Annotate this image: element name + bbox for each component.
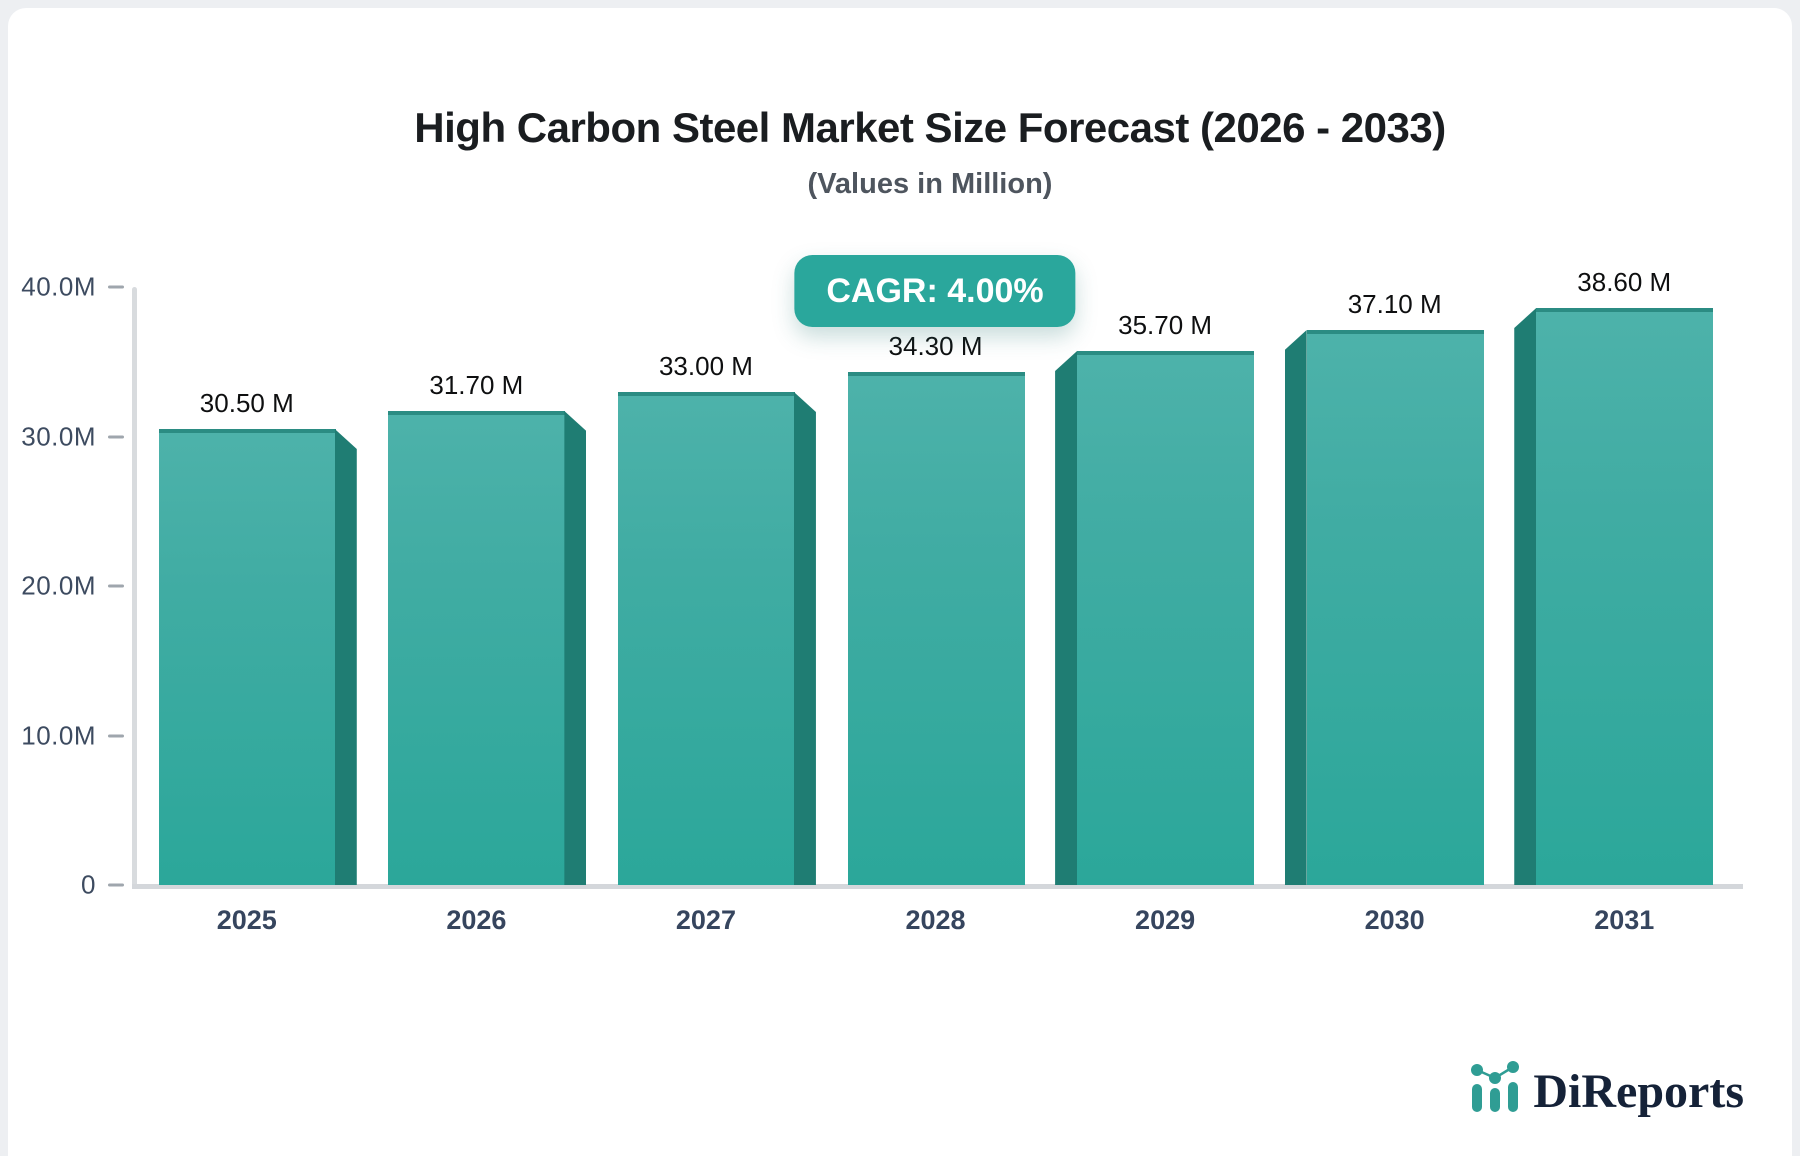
y-axis-line	[132, 287, 137, 887]
cagr-badge: CAGR: 4.00%	[794, 255, 1076, 327]
bar-column: 34.30 M 2028	[821, 287, 1051, 935]
bar-column: 30.50 M 2025	[132, 287, 362, 935]
bar-value-label: 35.70 M	[1118, 310, 1213, 340]
logo-text: DiReports	[1533, 1065, 1744, 1118]
x-axis-label: 2030	[1364, 905, 1425, 935]
bar-3d-side	[1284, 330, 1307, 885]
y-tick-mark	[108, 734, 124, 737]
y-tick-label: 20.0M	[21, 570, 96, 601]
bar	[388, 411, 566, 885]
y-tick-mark	[108, 435, 124, 438]
bar-value-label: 38.60 M	[1577, 267, 1672, 297]
bar-value-label: 30.50 M	[199, 388, 294, 418]
y-tick-mark	[108, 584, 124, 588]
chart-card: High Carbon Steel Market Size Forecast (…	[8, 8, 1792, 1156]
bar	[617, 392, 795, 885]
bar-3d-side	[1514, 308, 1537, 885]
bar-3d-side	[334, 429, 357, 885]
bar-3d-side	[564, 411, 587, 885]
bar-column: 38.60 M 2031	[1509, 267, 1739, 935]
y-tick-label: 40.0M	[21, 271, 96, 302]
bar	[847, 372, 1025, 885]
x-axis-label: 2031	[1594, 905, 1655, 935]
bar-3d-side	[793, 392, 816, 885]
bars-container: 30.50 M 2025 31.70 M 2026 33.00 M 2027 34.30 M…	[132, 267, 1739, 935]
x-axis-label: 2029	[1135, 905, 1196, 935]
bar-column: 33.00 M 2027	[591, 287, 821, 935]
x-axis-label: 2026	[446, 905, 507, 935]
plot-area: 30.50 M 2025 31.70 M 2026 33.00 M 2027 34.30 M…	[8, 267, 1792, 935]
bar-value-label: 34.30 M	[888, 331, 983, 361]
bar-3d-side	[1055, 351, 1078, 885]
y-tick-label: 0	[81, 869, 96, 900]
y-tick-mark	[108, 285, 124, 289]
bar-line-chart-icon	[1471, 1061, 1520, 1112]
x-axis-label: 2027	[675, 905, 736, 935]
logo: DiReports	[1469, 1058, 1744, 1116]
x-axis-line	[132, 884, 1743, 889]
x-axis-label: 2028	[905, 905, 966, 935]
bar-value-label: 33.00 M	[658, 351, 753, 381]
bar-column: 35.70 M 2029	[1050, 287, 1280, 935]
bar	[1077, 351, 1255, 885]
y-tick-label: 10.0M	[21, 720, 96, 750]
bar-column: 37.10 M 2030	[1280, 287, 1510, 935]
chart-title: High Carbon Steel Market Size Forecast (…	[414, 104, 1446, 151]
chart-subtitle: (Values in Million)	[807, 168, 1053, 200]
bar-value-label: 31.70 M	[429, 370, 524, 400]
y-tick-label: 30.0M	[21, 421, 96, 451]
bar	[158, 429, 336, 885]
bar-value-label: 37.10 M	[1347, 289, 1442, 319]
x-axis-label: 2025	[216, 905, 277, 935]
bar	[1306, 330, 1484, 885]
bar-column: 31.70 M 2026	[362, 287, 592, 935]
y-tick-mark	[108, 883, 124, 887]
bar	[1536, 308, 1714, 885]
